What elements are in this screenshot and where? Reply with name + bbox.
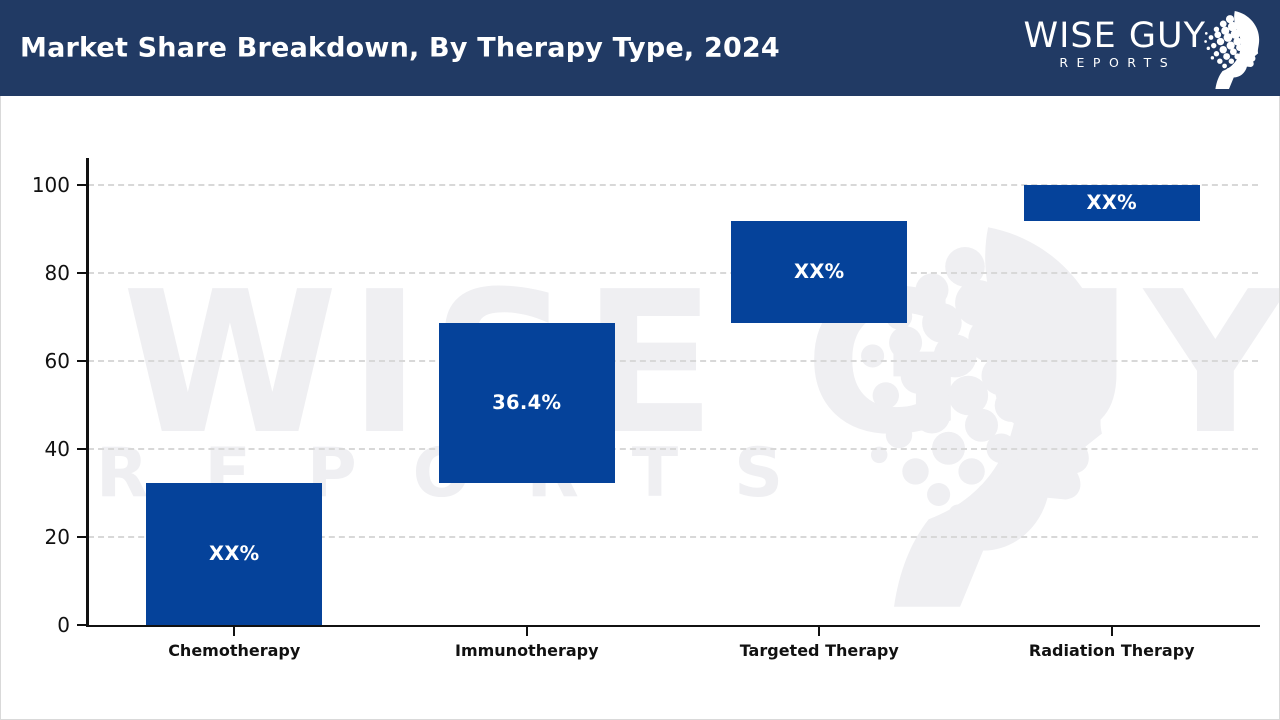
y-axis-line: [86, 158, 89, 627]
x-axis-tick: [233, 627, 236, 636]
wiseguy-logo: WISE GUY REPORTS: [1023, 7, 1264, 91]
bar-value-label: 36.4%: [492, 391, 562, 415]
bar-chemotherapy: XX%: [146, 482, 323, 625]
x-axis-tick: [525, 627, 528, 636]
bar-value-label: XX%: [1086, 191, 1137, 215]
y-axis-tick-label: 60: [44, 349, 70, 373]
x-axis-category-label: Immunotherapy: [454, 641, 599, 660]
y-axis-tick: [77, 624, 86, 626]
gridline-80: [88, 272, 1258, 274]
gridline-100: [88, 184, 1258, 186]
x-axis-tick: [1110, 627, 1113, 636]
x-axis-category-label: Radiation Therapy: [1028, 641, 1195, 660]
x-axis-line: [86, 624, 1260, 627]
bar-immunotherapy: 36.4%: [438, 322, 615, 483]
logo-brand: WISE GUY REPORTS: [1023, 18, 1206, 70]
y-axis-tick-label: 0: [57, 613, 70, 637]
bar-value-label: XX%: [793, 260, 845, 284]
bar-value-label: XX%: [208, 542, 260, 566]
gridline-40: [88, 448, 1258, 450]
logo-brand-subtext: REPORTS: [1059, 55, 1177, 70]
x-axis-tick: [818, 627, 821, 636]
y-axis-tick-label: 40: [44, 437, 70, 461]
bar-radiation-therapy: XX%: [1023, 185, 1200, 221]
page-title: Market Share Breakdown, By Therapy Type,…: [20, 32, 780, 64]
y-axis-tick-label: 20: [44, 525, 70, 549]
logo-head-icon: [1204, 11, 1260, 89]
y-axis-tick-label: 80: [44, 261, 70, 285]
x-axis-category-label: Chemotherapy: [168, 641, 301, 660]
y-axis-tick: [77, 184, 86, 186]
x-axis-category-label: Targeted Therapy: [739, 641, 899, 660]
bar-targeted-therapy: XX%: [731, 220, 908, 323]
y-axis-tick: [77, 448, 86, 450]
logo-brand-text: WISE GUY: [1023, 16, 1206, 56]
market-share-chart: WISE GUY REPORTS 020406080100XX%Chemothe…: [0, 96, 1280, 720]
plot-area: 0 20 40 60 80 100 XX% Chemotherapy 36.4% Immunoth…: [32, 158, 1260, 660]
y-axis-tick: [77, 536, 86, 538]
gridline-60: [88, 360, 1258, 362]
y-axis-tick: [77, 272, 86, 274]
y-axis-tick: [77, 360, 86, 362]
gridline-20: [88, 536, 1258, 538]
header-bar: Market Share Breakdown, By Therapy Type,…: [0, 0, 1280, 96]
y-axis-tick-label: 100: [31, 173, 70, 197]
